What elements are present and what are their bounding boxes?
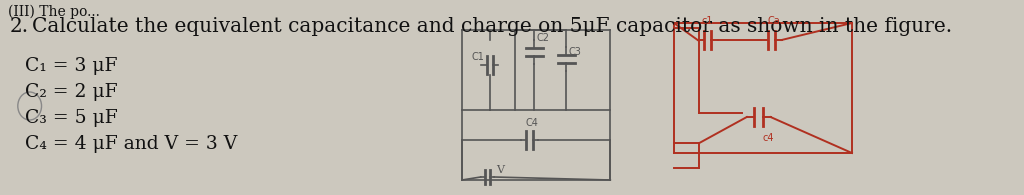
Text: 2.: 2. — [10, 17, 30, 36]
Text: C₃ = 5 μF: C₃ = 5 μF — [26, 109, 118, 127]
Text: V: V — [496, 165, 504, 175]
Text: C₄ = 4 μF and V = 3 V: C₄ = 4 μF and V = 3 V — [26, 135, 238, 153]
Text: C4: C4 — [525, 118, 539, 128]
Text: C2: C2 — [537, 33, 550, 43]
Text: C1: C1 — [471, 52, 484, 62]
Text: c1: c1 — [701, 16, 713, 26]
Text: C₁ = 3 μF: C₁ = 3 μF — [26, 57, 118, 75]
Text: C₂ = 2 μF: C₂ = 2 μF — [26, 83, 118, 101]
Text: c4: c4 — [763, 133, 774, 143]
Text: (III) The po...: (III) The po... — [8, 5, 100, 19]
Text: Calculate the equivalent capacitance and charge on 5μF capacitor as shown in the: Calculate the equivalent capacitance and… — [32, 17, 952, 36]
Text: Ca: Ca — [767, 16, 780, 26]
Text: C3: C3 — [568, 47, 582, 57]
